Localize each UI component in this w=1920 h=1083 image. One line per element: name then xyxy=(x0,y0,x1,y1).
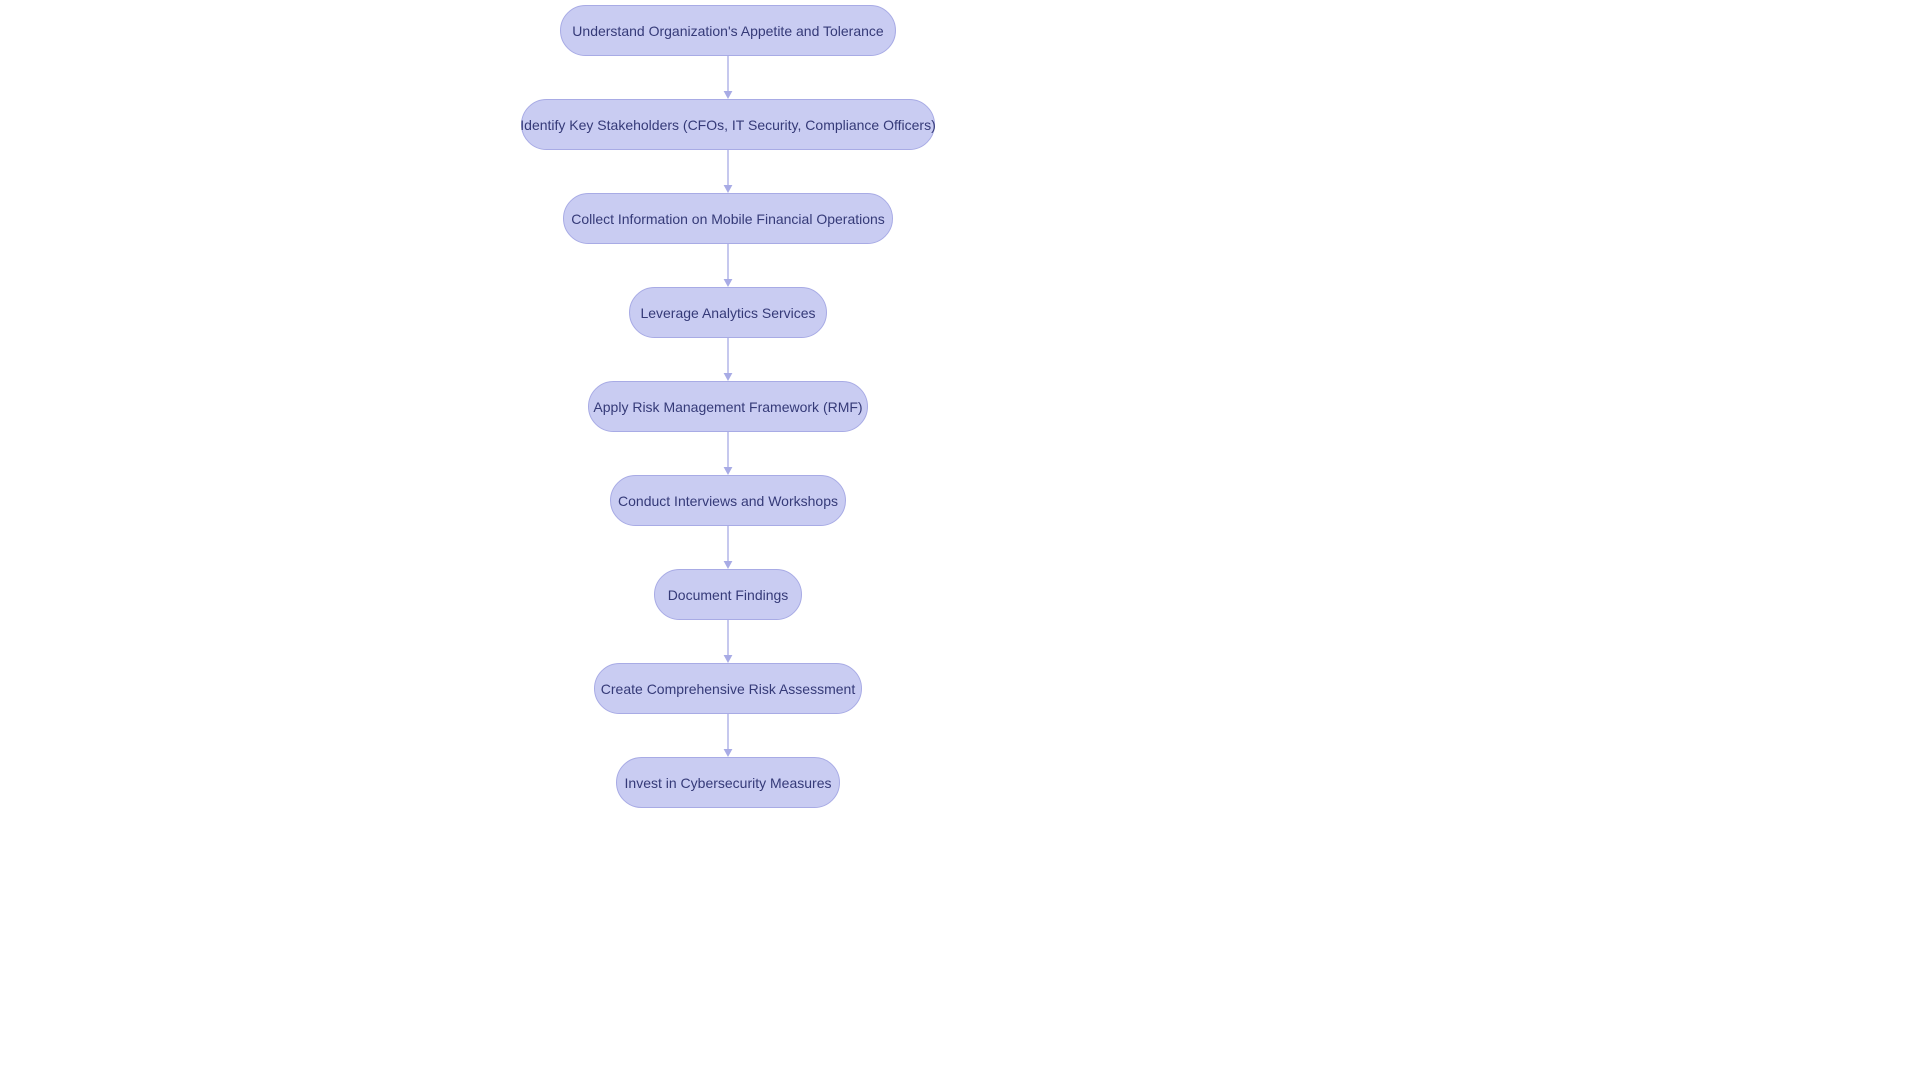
flow-arrow-4 xyxy=(718,432,738,475)
flow-node-n3: Collect Information on Mobile Financial … xyxy=(563,193,893,244)
flowchart-container: Understand Organization's Appetite and T… xyxy=(0,0,1920,1083)
flow-arrow-3 xyxy=(718,338,738,381)
flow-node-n2: Identify Key Stakeholders (CFOs, IT Secu… xyxy=(521,99,935,150)
flow-node-n4: Leverage Analytics Services xyxy=(629,287,827,338)
flow-arrow-1 xyxy=(718,150,738,193)
flow-node-n6: Conduct Interviews and Workshops xyxy=(610,475,846,526)
flow-arrow-0 xyxy=(718,56,738,99)
flow-arrow-5 xyxy=(718,526,738,569)
flow-node-n1: Understand Organization's Appetite and T… xyxy=(560,5,896,56)
flow-arrow-2 xyxy=(718,244,738,287)
flow-arrow-6 xyxy=(718,620,738,663)
flow-node-n7: Document Findings xyxy=(654,569,802,620)
flow-node-n8: Create Comprehensive Risk Assessment xyxy=(594,663,862,714)
flow-node-n5: Apply Risk Management Framework (RMF) xyxy=(588,381,868,432)
flow-node-n9: Invest in Cybersecurity Measures xyxy=(616,757,840,808)
flow-arrow-7 xyxy=(718,714,738,757)
